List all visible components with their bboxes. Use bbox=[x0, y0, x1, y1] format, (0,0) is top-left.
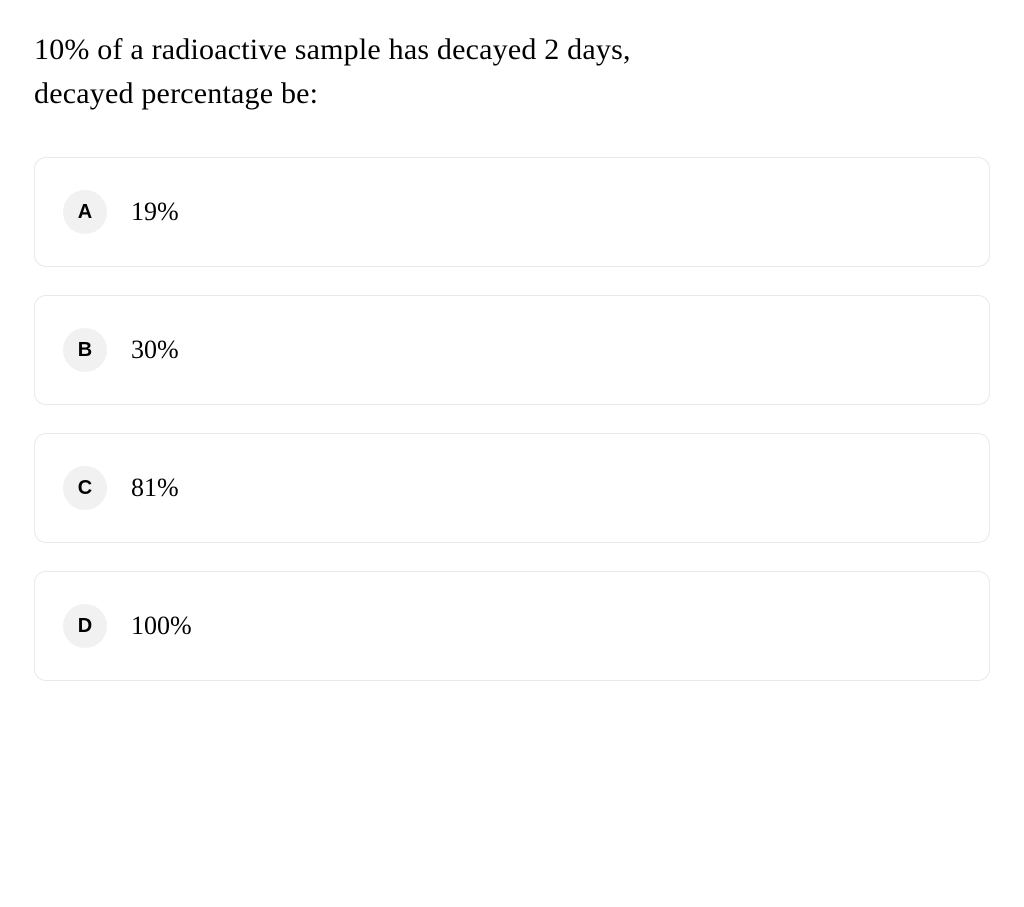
option-a[interactable]: A 19% bbox=[34, 157, 990, 267]
option-letter: B bbox=[78, 339, 92, 362]
option-letter: C bbox=[78, 477, 92, 500]
option-d[interactable]: D 100% bbox=[34, 571, 990, 681]
option-c[interactable]: C 81% bbox=[34, 433, 990, 543]
option-letter-badge: D bbox=[63, 604, 107, 648]
question-line-1: 10% of a radioactive sample has decayed … bbox=[34, 33, 631, 66]
option-text: 81% bbox=[131, 473, 179, 503]
options-list: A 19% B 30% C 81% D 100% bbox=[34, 157, 990, 681]
question-text: 10% of a radioactive sample has decayed … bbox=[34, 28, 990, 115]
question-line-2: decayed percentage be: bbox=[34, 77, 318, 110]
option-letter-badge: B bbox=[63, 328, 107, 372]
option-b[interactable]: B 30% bbox=[34, 295, 990, 405]
option-letter-badge: A bbox=[63, 190, 107, 234]
question-page: 10% of a radioactive sample has decayed … bbox=[0, 0, 1024, 709]
option-text: 19% bbox=[131, 197, 179, 227]
option-letter: A bbox=[78, 201, 92, 224]
option-letter-badge: C bbox=[63, 466, 107, 510]
option-text: 30% bbox=[131, 335, 179, 365]
option-letter: D bbox=[78, 615, 92, 638]
option-text: 100% bbox=[131, 611, 192, 641]
